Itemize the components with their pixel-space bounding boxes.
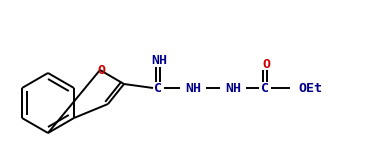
Text: NH: NH — [185, 82, 201, 94]
Text: O: O — [97, 63, 105, 76]
Text: NH: NH — [151, 53, 167, 66]
Text: OEt: OEt — [298, 82, 322, 94]
Text: O: O — [262, 58, 270, 70]
Text: NH: NH — [225, 82, 241, 94]
Text: C: C — [154, 82, 162, 94]
Text: C: C — [261, 82, 269, 94]
